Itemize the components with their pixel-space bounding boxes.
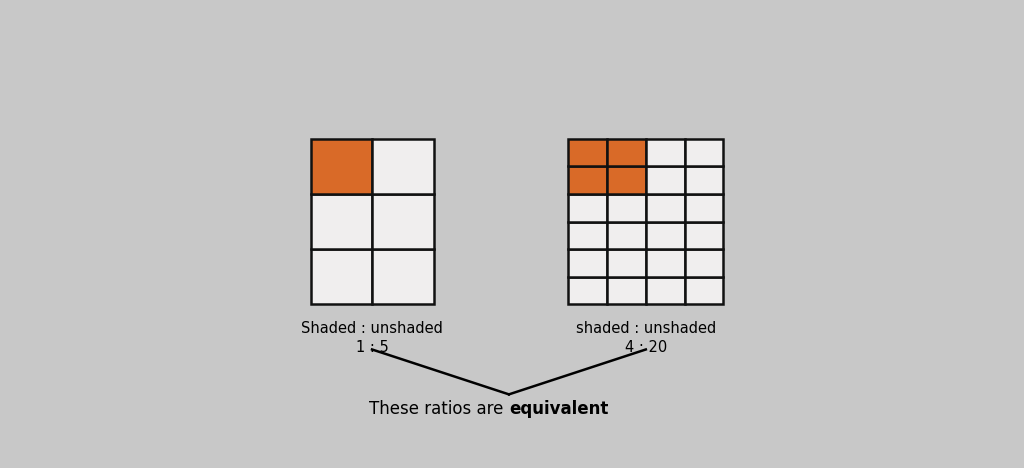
Text: 4 : 20: 4 : 20 xyxy=(625,340,667,355)
Bar xyxy=(372,194,433,249)
Bar xyxy=(568,277,607,304)
Bar xyxy=(568,167,607,194)
Bar xyxy=(568,194,607,221)
Bar xyxy=(646,167,684,194)
Bar xyxy=(607,221,646,249)
Text: 1 : 5: 1 : 5 xyxy=(355,340,388,355)
Bar xyxy=(684,249,723,277)
Bar xyxy=(684,277,723,304)
Bar xyxy=(646,277,684,304)
Bar xyxy=(310,139,372,194)
Bar xyxy=(372,139,433,194)
Bar xyxy=(372,249,433,304)
Bar xyxy=(607,167,646,194)
Bar xyxy=(568,221,607,249)
Bar xyxy=(568,139,607,167)
Bar xyxy=(568,249,607,277)
Bar xyxy=(607,139,646,167)
Bar xyxy=(646,139,684,167)
Bar xyxy=(646,194,684,221)
Bar xyxy=(646,221,684,249)
Bar xyxy=(684,139,723,167)
Text: Shaded : unshaded: Shaded : unshaded xyxy=(301,321,443,336)
Text: shaded : unshaded: shaded : unshaded xyxy=(575,321,716,336)
Text: equivalent: equivalent xyxy=(509,400,608,417)
Bar xyxy=(684,194,723,221)
Bar xyxy=(684,167,723,194)
Bar xyxy=(310,249,372,304)
Bar xyxy=(607,249,646,277)
Text: These ratios are: These ratios are xyxy=(370,400,509,417)
Bar xyxy=(607,194,646,221)
Bar xyxy=(607,277,646,304)
Bar xyxy=(310,194,372,249)
Bar xyxy=(684,221,723,249)
Bar xyxy=(646,249,684,277)
